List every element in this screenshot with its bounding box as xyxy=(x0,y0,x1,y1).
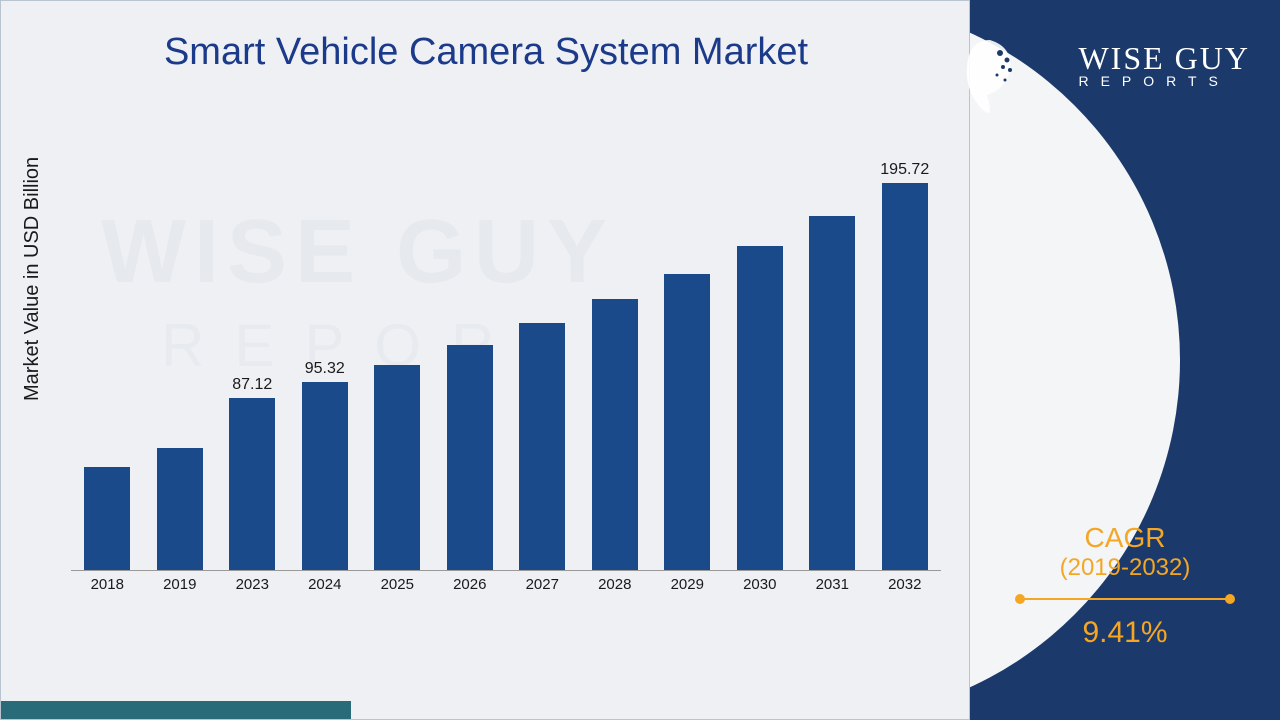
bar-slot: 95.32 xyxy=(290,382,360,570)
y-axis-label: Market Value in USD Billion xyxy=(21,157,44,401)
logo-sub-text: REPORTS xyxy=(1078,73,1250,89)
bar-slot xyxy=(435,345,505,570)
bar-slot: 195.72 xyxy=(870,183,940,570)
bar-slot xyxy=(507,323,577,570)
bar xyxy=(302,382,348,570)
bar-slot xyxy=(580,299,650,570)
bar xyxy=(84,467,130,570)
bar xyxy=(157,448,203,570)
bar xyxy=(374,365,420,570)
chart-area: 87.1295.32195.72 20182019202320242025202… xyxy=(71,161,941,601)
x-label: 2027 xyxy=(507,576,577,601)
x-label: 2029 xyxy=(652,576,722,601)
chart-panel: Smart Vehicle Camera System Market WISE … xyxy=(0,0,970,720)
bar-slot: 87.12 xyxy=(217,398,287,570)
x-label: 2024 xyxy=(290,576,360,601)
bar xyxy=(519,323,565,570)
bar xyxy=(737,246,783,570)
bar-slot xyxy=(362,365,432,570)
cagr-period: (2019-2032) xyxy=(1000,554,1250,582)
cagr-block: CAGR (2019-2032) 9.41% xyxy=(1000,522,1250,650)
bar-value-label: 195.72 xyxy=(880,161,929,179)
bar xyxy=(229,398,275,570)
x-label: 2030 xyxy=(725,576,795,601)
bar-value-label: 87.12 xyxy=(232,376,272,394)
bar-slot xyxy=(725,246,795,570)
chart-title: Smart Vehicle Camera System Market xyxy=(1,31,971,74)
bar xyxy=(882,183,928,570)
logo-main-text: WISE GUY xyxy=(1078,40,1250,77)
x-label: 2019 xyxy=(145,576,215,601)
x-label: 2018 xyxy=(72,576,142,601)
bar-slot xyxy=(797,216,867,570)
x-label: 2032 xyxy=(870,576,940,601)
bar xyxy=(447,345,493,570)
bar-slot xyxy=(652,274,722,570)
brand-logo: WISE GUY REPORTS xyxy=(1078,40,1250,89)
bar xyxy=(809,216,855,570)
decorative-bottom-bar xyxy=(1,701,351,719)
x-label: 2026 xyxy=(435,576,505,601)
x-label: 2023 xyxy=(217,576,287,601)
x-label: 2025 xyxy=(362,576,432,601)
bar-slot xyxy=(145,448,215,570)
x-axis-labels: 2018201920232024202520262027202820292030… xyxy=(71,576,941,601)
cagr-value: 9.41% xyxy=(1000,616,1250,650)
bars-container: 87.1295.32195.72 xyxy=(71,161,941,571)
bar xyxy=(664,274,710,570)
cagr-title: CAGR xyxy=(1000,522,1250,554)
bar xyxy=(592,299,638,570)
bar-slot xyxy=(72,467,142,570)
x-label: 2031 xyxy=(797,576,867,601)
cagr-divider xyxy=(1020,598,1230,600)
bar-value-label: 95.32 xyxy=(305,360,345,378)
x-label: 2028 xyxy=(580,576,650,601)
logo-head-icon xyxy=(955,35,1025,115)
